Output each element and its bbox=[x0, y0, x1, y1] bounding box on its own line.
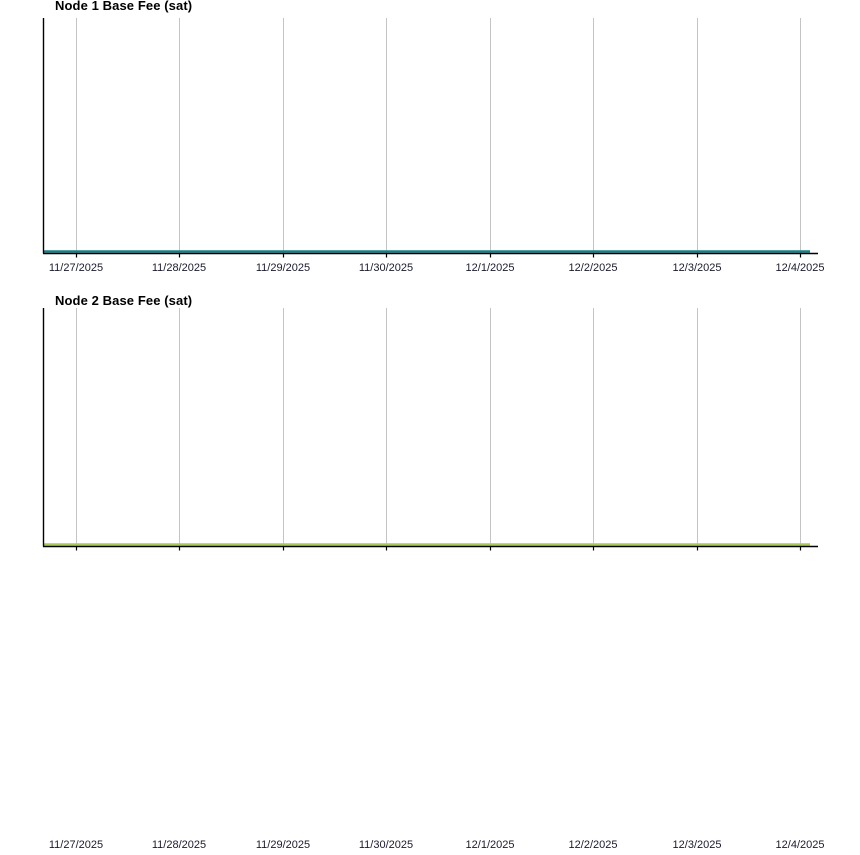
x-tick-label-3: 11/30/2025 bbox=[358, 839, 414, 851]
line-chart-svg-node-2 bbox=[42, 308, 818, 551]
x-tick-label-0: 11/27/2025 bbox=[48, 839, 104, 851]
chart-panel-node-1: Node 1 Base Fee (sat) 11/27/2025 11/28/20… bbox=[0, 0, 860, 290]
x-tick-label-1: 11/28/2025 bbox=[151, 839, 207, 851]
x-axis-labels-node-2: 11/27/2025 11/28/2025 11/29/2025 11/30/2025… bbox=[0, 839, 860, 855]
x-tick-label-5: 12/2/2025 bbox=[568, 839, 618, 851]
line-chart-svg-node-1 bbox=[42, 18, 818, 258]
chart-title-node-2: Node 2 Base Fee (sat) bbox=[55, 293, 193, 308]
plot-area-node-2 bbox=[0, 288, 860, 578]
chart-title-node-1: Node 1 Base Fee (sat) bbox=[55, 0, 193, 13]
x-tick-label-6: 12/3/2025 bbox=[672, 839, 722, 851]
plot-area-node-1 bbox=[0, 0, 860, 290]
chart-panel-node-2: Node 2 Base Fee (sat) 11/27/2025 11/28/20… bbox=[0, 288, 860, 851]
x-tick-label-2: 11/29/2025 bbox=[255, 839, 311, 851]
x-tick-label-4: 12/1/2025 bbox=[465, 839, 515, 851]
x-tick-label-7: 12/4/2025 bbox=[775, 839, 825, 851]
